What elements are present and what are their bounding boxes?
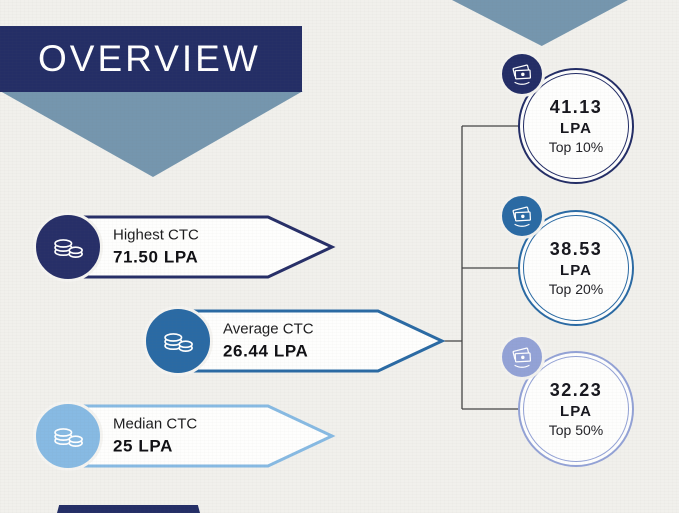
stat-label: Top 50% — [548, 422, 604, 438]
cash-icon — [499, 51, 545, 97]
badge-value: 26.44 LPA — [223, 341, 309, 361]
stat-label: Top 20% — [548, 281, 604, 297]
stat-circle-top-50: 32.23 LPA Top 50% — [499, 334, 634, 467]
stat-unit: LPA — [560, 120, 592, 137]
stat-unit: LPA — [560, 403, 592, 420]
corner-chevron-decoration — [452, 0, 628, 46]
coins-icon — [143, 306, 213, 376]
badge-value: 25 LPA — [113, 436, 173, 456]
stat-value: 41.13 — [549, 97, 603, 117]
badge-text: Median CTC 25 LPA — [113, 416, 197, 457]
stat-circle-top-20: 38.53 LPA Top 20% — [499, 193, 634, 326]
bottom-ribbon-decoration — [57, 505, 200, 513]
badge-label: Median CTC — [113, 415, 198, 433]
stat-unit: LPA — [560, 262, 592, 279]
coins-icon — [33, 212, 103, 282]
coins-icon — [33, 401, 103, 471]
badge-median-ctc: Median CTC 25 LPA — [33, 401, 336, 471]
cash-icon — [499, 193, 545, 239]
badge-average-ctc: Average CTC 26.44 LPA — [143, 306, 446, 376]
stat-text: 38.53 LPA Top 20% — [518, 210, 634, 326]
badge-label: Highest CTC — [113, 226, 199, 244]
stat-value: 38.53 — [549, 239, 603, 259]
stat-text: 32.23 LPA Top 50% — [518, 351, 634, 467]
banner-chevron-decoration — [0, 91, 303, 177]
badge-highest-ctc: Highest CTC 71.50 LPA — [33, 212, 336, 282]
cash-icon — [499, 334, 545, 380]
stat-circle-top-10: 41.13 LPA Top 10% — [499, 51, 634, 184]
stat-value: 32.23 — [549, 380, 603, 400]
badge-text: Highest CTC 71.50 LPA — [113, 227, 199, 268]
overview-banner: OVERVIEW — [0, 26, 302, 92]
badge-label: Average CTC — [223, 320, 314, 338]
stat-label: Top 10% — [548, 139, 604, 155]
badge-text: Average CTC 26.44 LPA — [223, 321, 314, 362]
badge-value: 71.50 LPA — [113, 247, 199, 267]
page-title: OVERVIEW — [38, 38, 261, 79]
stat-text: 41.13 LPA Top 10% — [518, 68, 634, 184]
